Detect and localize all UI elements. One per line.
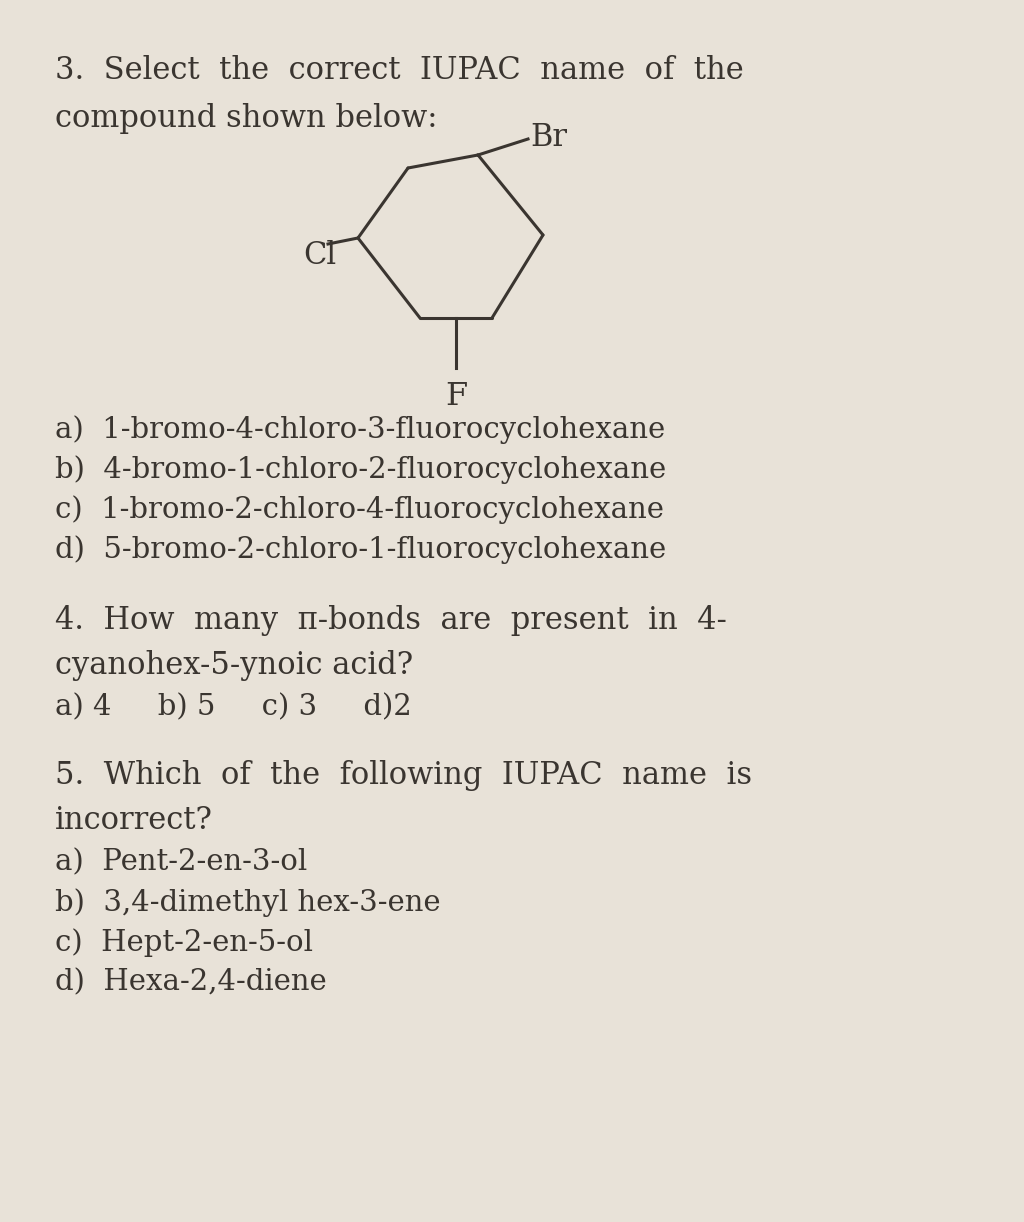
Text: d)  Hexa-2,4-diene: d) Hexa-2,4-diene xyxy=(55,968,327,996)
Text: compound shown below:: compound shown below: xyxy=(55,103,437,134)
Text: Cl: Cl xyxy=(303,241,336,271)
Text: F: F xyxy=(444,381,467,412)
Text: a)  1-bromo-4-chloro-3-fluorocyclohexane: a) 1-bromo-4-chloro-3-fluorocyclohexane xyxy=(55,415,666,444)
Text: a) 4     b) 5     c) 3     d)2: a) 4 b) 5 c) 3 d)2 xyxy=(55,693,412,721)
Text: d)  5-bromo-2-chloro-1-fluorocyclohexane: d) 5-bromo-2-chloro-1-fluorocyclohexane xyxy=(55,535,667,563)
Text: incorrect?: incorrect? xyxy=(55,805,213,836)
Text: Br: Br xyxy=(530,121,567,153)
Text: b)  4-bromo-1-chloro-2-fluorocyclohexane: b) 4-bromo-1-chloro-2-fluorocyclohexane xyxy=(55,455,667,484)
Text: cyanohex-5-ynoic acid?: cyanohex-5-ynoic acid? xyxy=(55,650,413,681)
Text: c)  1-bromo-2-chloro-4-fluorocyclohexane: c) 1-bromo-2-chloro-4-fluorocyclohexane xyxy=(55,495,664,524)
Text: c)  Hept-2-en-5-ol: c) Hept-2-en-5-ol xyxy=(55,927,313,957)
Text: b)  3,4-dimethyl hex-3-ene: b) 3,4-dimethyl hex-3-ene xyxy=(55,888,440,916)
Text: 4.  How  many  π-bonds  are  present  in  4-: 4. How many π-bonds are present in 4- xyxy=(55,605,727,635)
Text: 5.  Which  of  the  following  IUPAC  name  is: 5. Which of the following IUPAC name is xyxy=(55,760,752,791)
Text: a)  Pent-2-en-3-ol: a) Pent-2-en-3-ol xyxy=(55,848,307,876)
Text: 3.  Select  the  correct  IUPAC  name  of  the: 3. Select the correct IUPAC name of the xyxy=(55,55,743,86)
